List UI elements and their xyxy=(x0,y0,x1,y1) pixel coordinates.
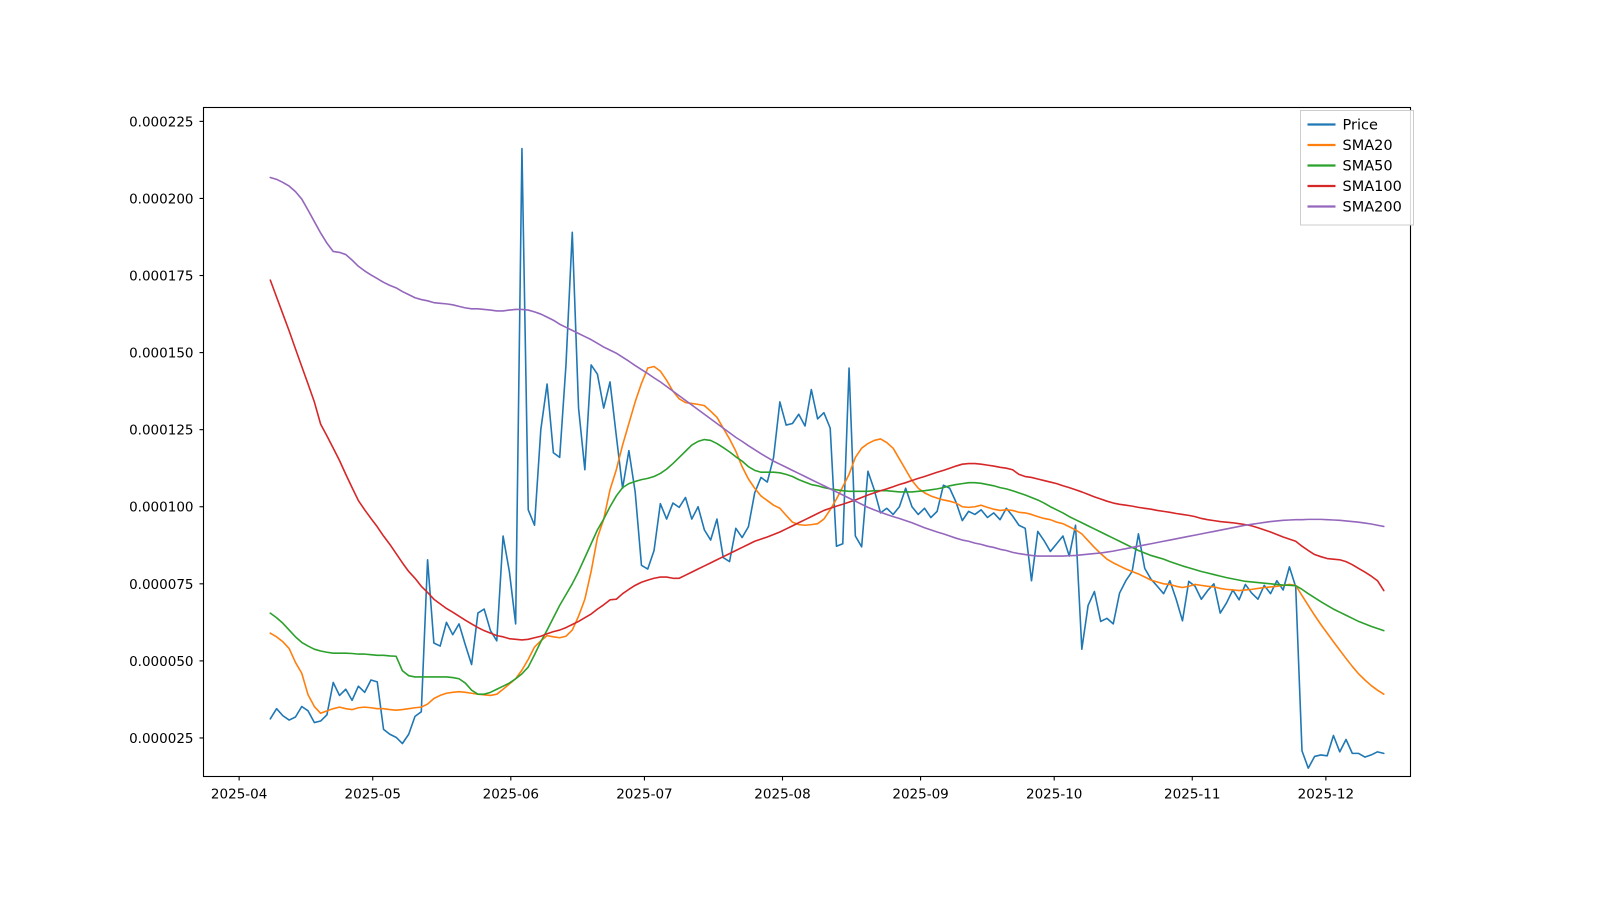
y-tick-label: 0.000025 xyxy=(129,731,193,747)
y-tick-label: 0.000100 xyxy=(129,500,193,516)
x-axis-ticks: 2025-04 2025-05 2025-06 2025-07 2025-08 2025-… xyxy=(211,776,1354,803)
series-line-sma20 xyxy=(269,365,1385,715)
series-line-sma50 xyxy=(269,438,1385,695)
axes-frame xyxy=(202,106,1412,778)
x-tick-label: 2025-05 xyxy=(345,787,401,803)
legend-label-sma50[interactable]: SMA50 xyxy=(1343,159,1393,175)
x-tick-label: 2025-08 xyxy=(754,787,810,803)
x-tick-label: 2025-04 xyxy=(211,787,267,803)
y-tick-label: 0.000225 xyxy=(129,114,193,130)
x-tick-label: 2025-07 xyxy=(616,787,672,803)
x-tick-label: 2025-11 xyxy=(1164,787,1220,803)
series-line-sma100 xyxy=(269,279,1385,641)
x-tick-label: 2025-06 xyxy=(483,787,539,803)
series-lines xyxy=(269,147,1385,769)
y-tick-label: 0.000175 xyxy=(129,269,193,285)
legend-label-sma100[interactable]: SMA100 xyxy=(1343,179,1402,195)
x-tick-label: 2025-09 xyxy=(892,787,948,803)
chart-legend[interactable]: Price SMA20 SMA50 SMA100 SMA200 xyxy=(1300,110,1414,226)
y-tick-label: 0.000150 xyxy=(129,346,193,362)
y-tick-label: 0.000125 xyxy=(129,423,193,439)
series-line-price xyxy=(269,147,1385,769)
y-tick-label: 0.000050 xyxy=(129,654,193,670)
y-tick-label: 0.000200 xyxy=(129,191,193,207)
y-axis-ticks: 0.000025 0.000050 0.000075 0.000100 0.000125… xyxy=(129,114,204,747)
plot-frame xyxy=(202,106,1412,778)
x-tick-label: 2025-10 xyxy=(1026,787,1082,803)
series-line-sma200 xyxy=(269,176,1385,557)
legend-label-price[interactable]: Price xyxy=(1343,118,1378,134)
legend-label-sma20[interactable]: SMA20 xyxy=(1343,138,1393,154)
x-tick-label: 2025-12 xyxy=(1298,787,1354,803)
legend-label-sma200[interactable]: SMA200 xyxy=(1343,200,1402,216)
y-tick-label: 0.000075 xyxy=(129,577,193,593)
